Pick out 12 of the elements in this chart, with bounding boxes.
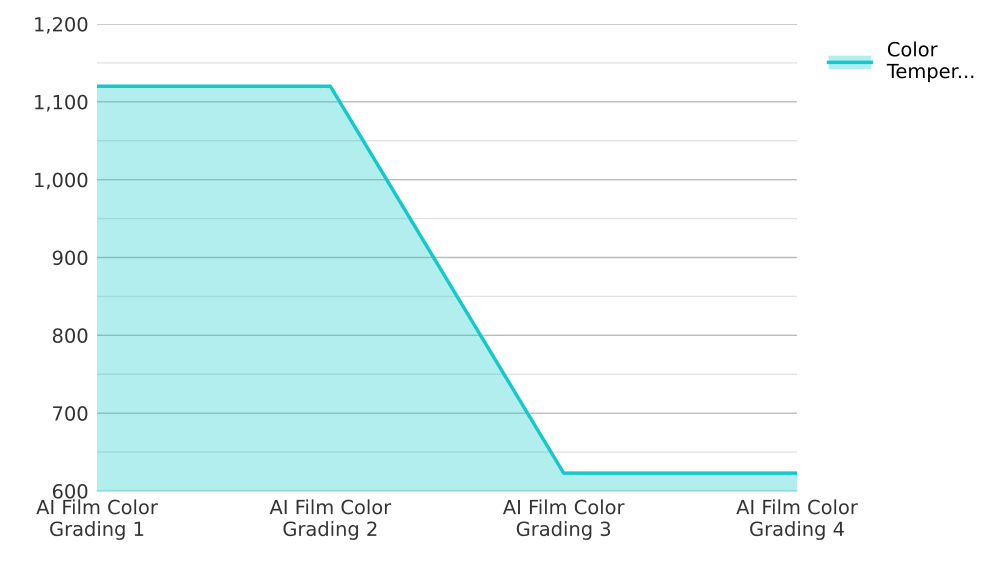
legend-label: Color Temper... [886, 42, 974, 82]
y-tick-label: 700 [53, 406, 88, 421]
x-tick-label: AI Film Color Grading 1 [36, 499, 158, 540]
x-tick-label: AI Film Color Grading 2 [270, 499, 392, 540]
x-tick-label: AI Film Color Grading 4 [736, 499, 858, 540]
y-tick-label: 900 [52, 250, 88, 266]
y-tick-label: 1,000 [35, 172, 88, 190]
x-tick-label: AI Film Color Grading 3 [502, 499, 625, 540]
y-tick-label: 1,100 [35, 94, 88, 112]
y-tick-label: 800 [52, 328, 88, 343]
y-tick-label: 1,200 [35, 16, 88, 34]
y-tick-label: 600 [52, 484, 88, 499]
